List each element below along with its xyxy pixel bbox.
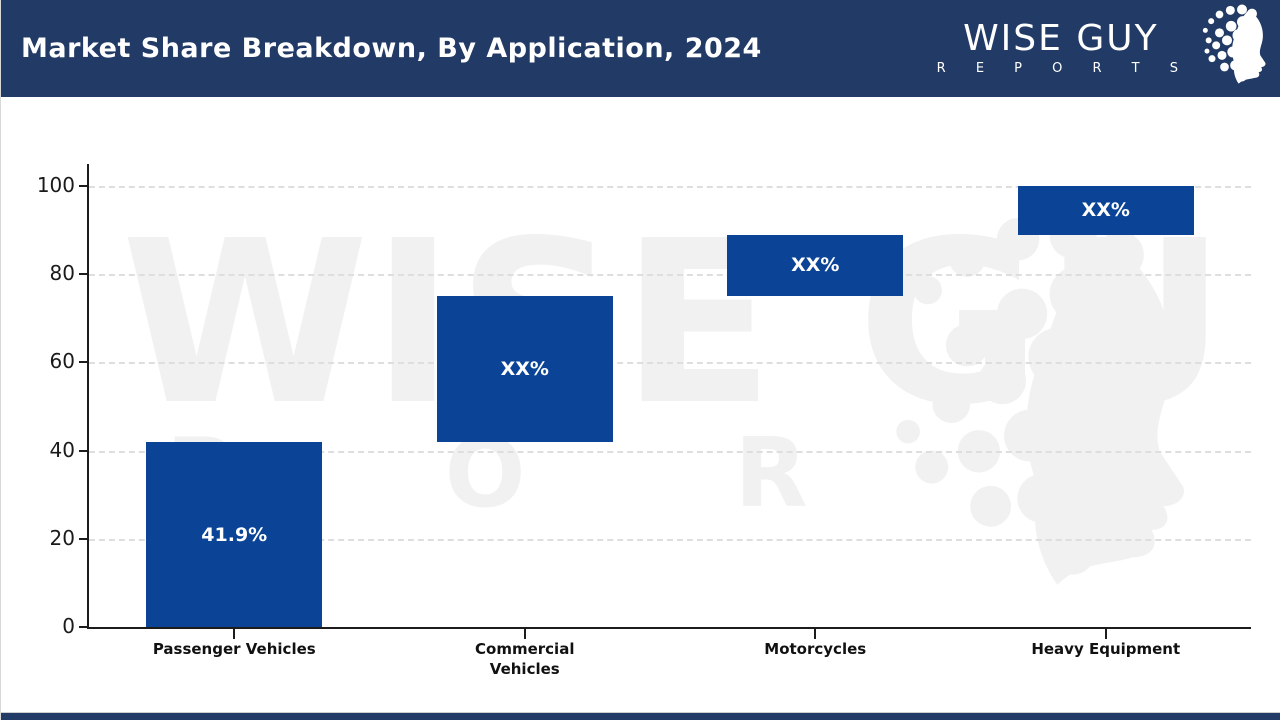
x-category-label-heavy-equipment: Heavy Equipment xyxy=(1031,640,1181,658)
bar-value-label-passenger-vehicles: 41.9% xyxy=(201,523,268,546)
x-tick-mark-heavy-equipment xyxy=(1104,629,1107,639)
gridline-80 xyxy=(89,274,1251,277)
y-tick-mark-80 xyxy=(79,273,87,276)
chart-title: Market Share Breakdown, By Application, … xyxy=(21,33,762,64)
y-tick-label-80: 80 xyxy=(49,260,75,285)
watermark-face-icon xyxy=(861,197,1191,631)
header-bar: Market Share Breakdown, By Application, … xyxy=(1,0,1280,97)
chart-canvas: WISE GU P O R T S 02040608010041.9%Passe… xyxy=(1,97,1280,712)
y-tick-mark-0 xyxy=(79,626,87,628)
logo-face-icon xyxy=(1197,4,1267,94)
x-category-label-passenger-vehicles: Passenger Vehicles xyxy=(152,640,316,658)
logo-wordmark: WISE GUY xyxy=(963,18,1159,59)
logo-subtext: R E P O R T S xyxy=(936,61,1191,76)
x-category-label-motorcycles: Motorcycles xyxy=(764,640,867,658)
gridline-20 xyxy=(89,538,1251,541)
y-axis-line xyxy=(87,164,89,627)
y-tick-label-20: 20 xyxy=(49,525,75,550)
plot-area: 0 20 40 60 80 100 41.9% Passenger Vehicles XX% Co… xyxy=(37,164,1251,678)
gridline-100 xyxy=(89,186,1251,188)
x-tick-mark-passenger-vehicles xyxy=(233,629,236,639)
y-tick-label-60: 60 xyxy=(49,349,75,374)
y-tick-mark-40 xyxy=(79,449,87,452)
bar-passenger-vehicles[interactable]: 41.9% xyxy=(146,442,323,627)
y-tick-label-0: 0 xyxy=(62,613,75,638)
bar-value-label-commercial-vehicles: XX% xyxy=(500,358,549,381)
y-tick-label-100: 100 xyxy=(36,172,75,197)
x-category-label-commercial-vehicles: Commercial Vehicles xyxy=(475,640,575,679)
bar-commercial-vehicles[interactable]: XX% xyxy=(436,296,613,443)
y-tick-mark-100 xyxy=(79,185,87,187)
x-axis-line xyxy=(87,627,1251,629)
y-tick-mark-60 xyxy=(79,361,87,364)
x-tick-mark-motorcycles xyxy=(814,629,817,639)
y-tick-label-40: 40 xyxy=(49,437,75,462)
bar-value-label-heavy-equipment: XX% xyxy=(1081,199,1130,222)
bar-motorcycles[interactable]: XX% xyxy=(727,234,904,297)
bar-value-label-motorcycles: XX% xyxy=(791,254,840,277)
gridline-60 xyxy=(89,362,1251,365)
y-tick-mark-20 xyxy=(79,537,87,540)
x-tick-mark-commercial-vehicles xyxy=(523,629,526,639)
bar-heavy-equipment[interactable]: XX% xyxy=(1017,186,1194,235)
gridline-40 xyxy=(89,450,1251,453)
wise-guy-logo: WISE GUY R E P O R T S xyxy=(931,4,1267,94)
footer-bar xyxy=(1,712,1280,720)
